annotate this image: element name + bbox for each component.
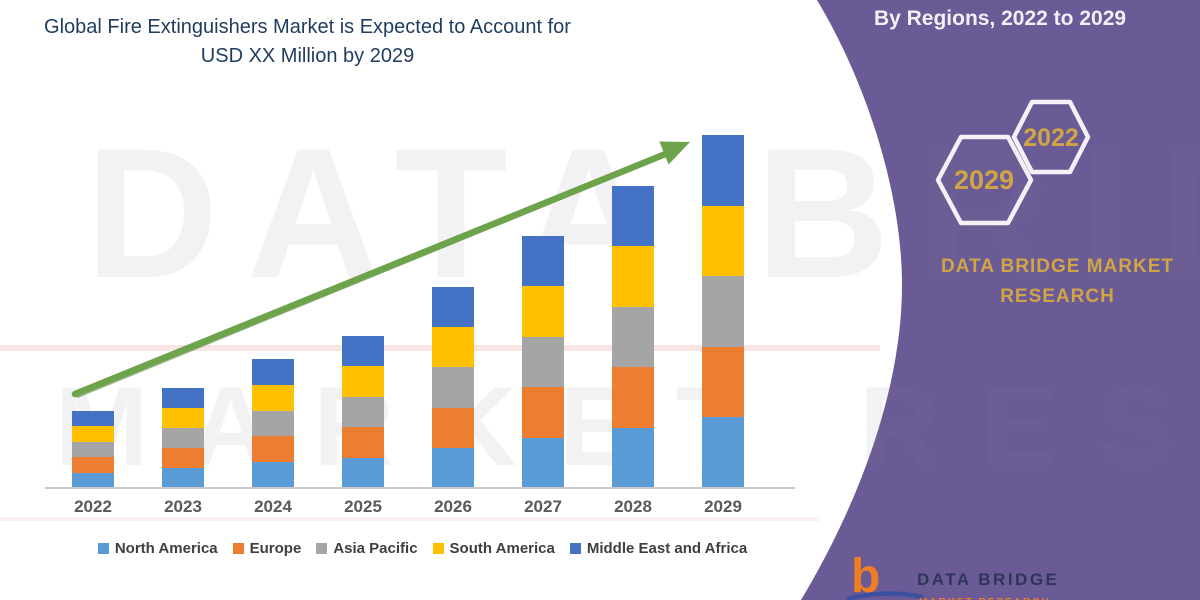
bar-segment-south-america: [612, 246, 654, 307]
bar-segment-asia-pacific: [432, 367, 474, 408]
legend-marker-icon: [569, 543, 581, 554]
bar-segment-south-america: [72, 426, 114, 442]
stacked-bar-2024: [252, 359, 294, 488]
bar-segment-europe: [522, 387, 564, 438]
bar-segment-asia-pacific: [72, 441, 114, 457]
brand-line1: DATA BRIDGE MARKET: [941, 256, 1174, 277]
x-axis-line: [45, 487, 795, 489]
legend-item-south-america: South America: [432, 540, 555, 557]
bar-segment-europe: [252, 436, 294, 463]
legend-label: North America: [114, 540, 218, 557]
stacked-bar-2023: [162, 387, 204, 488]
legend-label: Middle East and Africa: [586, 540, 748, 557]
bar-segment-middle-east-and-africa: [612, 186, 654, 247]
bar-segment-europe: [72, 457, 114, 473]
legend-label: South America: [449, 540, 555, 557]
bar-segment-north-america: [252, 462, 294, 488]
legend-marker-icon: [232, 543, 244, 554]
legend: North America Europe Asia Pacific South Ame…: [0, 540, 845, 557]
bar-segment-europe: [612, 367, 654, 428]
bar-segment-south-america: [252, 384, 294, 411]
logo-subtext: MARKET RESEARCH: [919, 597, 1051, 600]
bar-segment-asia-pacific: [522, 336, 564, 387]
bar-segment-middle-east-and-africa: [162, 387, 204, 408]
legend-marker-icon: [97, 543, 109, 554]
bar-segment-asia-pacific: [702, 276, 744, 347]
logo-wordmark: DATA BRIDGE: [917, 570, 1060, 589]
bar-segment-south-america: [702, 205, 744, 277]
bar-segment-asia-pacific: [162, 427, 204, 448]
bar-segment-north-america: [522, 437, 564, 488]
legend-label: Europe: [249, 540, 302, 557]
x-axis-label: 2028: [614, 497, 652, 516]
bar-segment-north-america: [162, 467, 204, 488]
x-axis-label: 2022: [74, 497, 112, 516]
stacked-bar-2027: [522, 235, 564, 488]
bar-segment-asia-pacific: [612, 306, 654, 368]
stacked-bar-2022: [72, 410, 114, 488]
legend-marker-icon: [316, 543, 328, 554]
legend-item-asia-pacific: Asia Pacific: [316, 540, 418, 557]
legend-marker-icon: [432, 543, 444, 554]
x-axis-label: 2029: [704, 497, 742, 516]
bar-segment-south-america: [162, 407, 204, 428]
chart-title: Global Fire Extinguishers Market is Expe…: [0, 13, 615, 71]
x-axis-label: 2027: [524, 497, 562, 516]
bar-segment-south-america: [342, 366, 384, 397]
bar-segment-europe: [162, 447, 204, 468]
bar-segment-asia-pacific: [342, 396, 384, 428]
stacked-bar-2025: [342, 336, 384, 488]
bar-segment-north-america: [702, 417, 744, 488]
chart-title-line1: Global Fire Extinguishers Market is Expe…: [44, 16, 571, 38]
x-axis-label: 2026: [434, 497, 472, 516]
bar-segment-south-america: [432, 327, 474, 368]
stacked-bar-2028: [612, 186, 654, 488]
bar-segment-europe: [432, 407, 474, 448]
databridge-logo: b DATA BRIDGE MARKET RESEARCH: [845, 553, 1085, 600]
bar-segment-middle-east-and-africa: [342, 336, 384, 367]
stacked-bar-2026: [432, 287, 474, 488]
x-axis-label: 2024: [254, 497, 292, 516]
x-axis-label: 2025: [344, 497, 382, 516]
hexagon-2029-label: 2029: [954, 165, 1014, 195]
brand-text: DATA BRIDGE MARKET RESEARCH: [920, 252, 1195, 312]
legend-label: Asia Pacific: [333, 540, 418, 557]
legend-item-north-america: North America: [97, 540, 218, 557]
chart-title-line2: USD XX Million by 2029: [200, 45, 415, 67]
logo-arc-icon: [846, 591, 924, 600]
bar-segment-middle-east-and-africa: [72, 410, 114, 426]
bar-segment-middle-east-and-africa: [702, 135, 744, 206]
hexagon-2022-label: 2022: [1023, 124, 1079, 152]
bar-segment-north-america: [342, 457, 384, 488]
bar-segment-north-america: [72, 472, 114, 488]
bar-segment-middle-east-and-africa: [522, 235, 564, 286]
bar-segment-asia-pacific: [252, 410, 294, 437]
panel-heading: By Regions, 2022 to 2029: [873, 7, 1127, 30]
bar-segment-north-america: [612, 427, 654, 488]
legend-item-europe: Europe: [232, 540, 302, 557]
bar-segment-middle-east-and-africa: [432, 287, 474, 328]
hexagon-2022-outline: [1011, 99, 1091, 175]
bar-segment-south-america: [522, 286, 564, 337]
bar-segment-europe: [702, 346, 744, 418]
hexagon-badges: 2029 2022: [935, 99, 1091, 226]
bar-segment-north-america: [432, 447, 474, 488]
legend-item-middle-east-and-africa: Middle East and Africa: [569, 540, 748, 557]
stacked-bar-2029: [702, 135, 744, 488]
brand-line2: RESEARCH: [1000, 286, 1115, 307]
bar-segment-middle-east-and-africa: [252, 359, 294, 385]
bar-segment-europe: [342, 427, 384, 458]
x-axis-label: 2023: [164, 497, 202, 516]
hexagon-2029-outline: [935, 134, 1034, 226]
